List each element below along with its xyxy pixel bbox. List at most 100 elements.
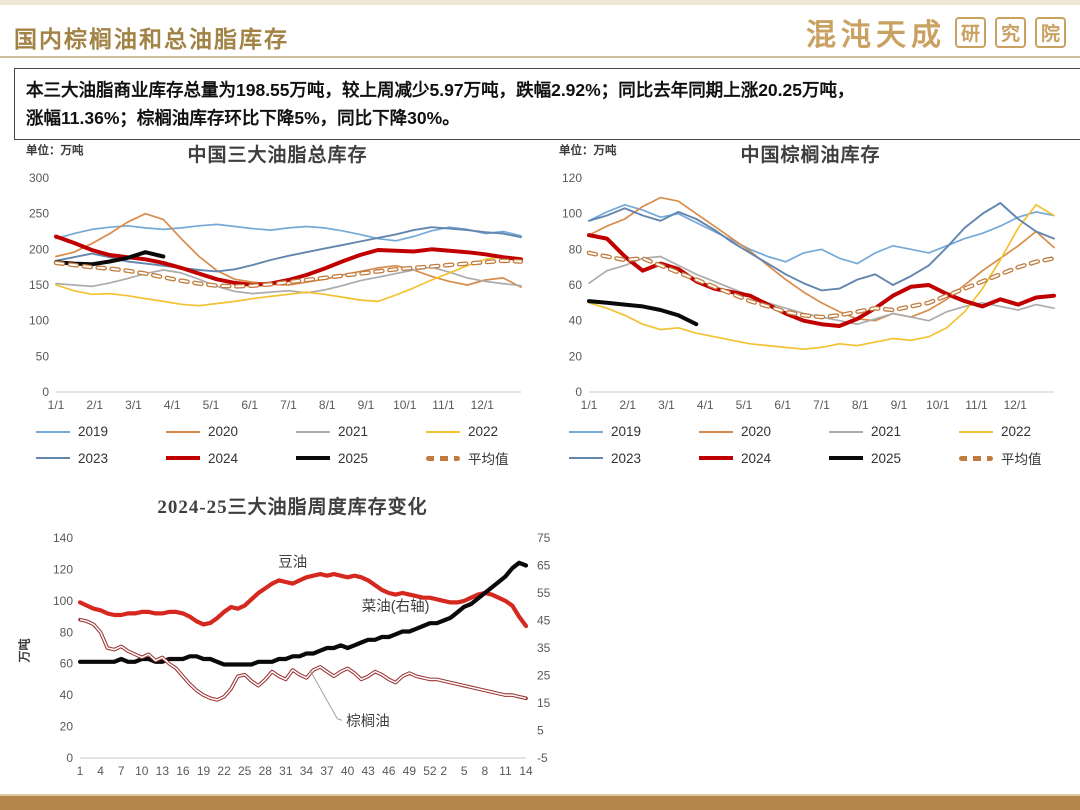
x-tick-label: 2/1 [619, 398, 636, 412]
chart-title-palm-oil: 中国棕榈油库存 [740, 145, 881, 166]
plot-area-total-oils: 0 50 100 150 200 250 300 1/1 2/1 3/1 4/1 5/1 6/1 7/1 8… [20, 166, 535, 423]
x-tick-label: 22 [217, 764, 231, 778]
legend-label: 2023 [611, 450, 642, 466]
y2-tick-label: 55 [537, 586, 551, 600]
x-tick-label: 8 [481, 764, 488, 778]
axis-unit-label: 单位：万吨 [559, 145, 617, 157]
x-tick-label: 13 [156, 764, 170, 778]
x-tick-label: 25 [238, 764, 252, 778]
y-tick-label: 60 [60, 657, 74, 671]
series-2023 [55, 226, 522, 273]
legend-item-2024: 2024 [166, 448, 284, 468]
logo: 混沌天成 研 究 院 [806, 10, 1066, 54]
series-2025 [587, 299, 699, 327]
page-title: 国内棕榈油和总油脂库存 [14, 27, 289, 52]
annotation-label: 菜油(右轴) [362, 598, 430, 615]
legend-swatch-2024 [166, 456, 200, 460]
chart-total-oils: 单位：万吨 中国三大油脂总库存 0 50 100 150 200 250 300 1/1 2/1… [20, 140, 535, 480]
y-tick-label: 0 [42, 385, 49, 399]
legend-swatch-2021 [829, 430, 863, 433]
x-tick-label: 7/1 [813, 398, 830, 412]
legend-swatch-2025 [829, 456, 863, 460]
x-tick-label: 3/1 [125, 398, 142, 412]
legend-swatch-2020 [699, 430, 733, 433]
legend-label: 2022 [468, 424, 499, 439]
chart-title-weekly-change: 2024-25三大油脂周度库存变化 [157, 497, 428, 518]
chart-palm-oil: 单位：万吨 中国棕榈油库存 0 20 40 60 80 100 120 1/1 2/1 3/1 4/… [553, 140, 1068, 480]
x-tick-label: 2 [440, 764, 447, 778]
series-平均值 [53, 258, 524, 289]
x-tick-label: 49 [403, 764, 417, 778]
x-tick-label: 12/1 [471, 398, 495, 412]
legend-swatch-平均值 [959, 455, 993, 461]
logo-text: 混沌天成 [806, 19, 946, 52]
legend-label: 平均值 [468, 452, 509, 467]
legend-swatch-2020 [166, 430, 200, 433]
legend-palm-oil: 2019 2020 2021 2022 2023 2024 2025 平均值 [569, 424, 1063, 468]
x-tick-label: 11/1 [432, 398, 455, 412]
legend-item-2022: 2022 [426, 424, 544, 439]
series-豆油 [77, 572, 529, 629]
series-平均值-inner [588, 251, 1055, 319]
x-tick-label: 34 [300, 764, 314, 778]
y-tick-label: 20 [569, 349, 583, 363]
y2-tick-label: 35 [537, 641, 551, 655]
legend-label: 2021 [338, 424, 369, 439]
x-tick-label: 8/1 [852, 398, 869, 412]
y-tick-label: 40 [60, 688, 74, 702]
x-tick-label: 46 [382, 764, 396, 778]
x-tick-label: 4/1 [697, 398, 714, 412]
annotation-label: 豆油 [278, 554, 307, 571]
x-tick-label: 52 [423, 764, 437, 778]
annotation-leader-line [309, 669, 343, 721]
series-2020 [55, 212, 522, 288]
header-rule [0, 56, 1080, 58]
series-2024 [587, 233, 1056, 328]
summary-line-2: 涨幅11.36%；棕榈油库存环比下降5%，同比下降30%。 [26, 108, 460, 128]
legend-item-2022: 2022 [959, 424, 1077, 439]
y-tick-label: 0 [575, 385, 582, 399]
legend-swatch-平均值 [426, 455, 460, 461]
x-tick-label: 31 [279, 764, 293, 778]
series-2023 [588, 202, 1055, 292]
series-2022 [55, 255, 522, 307]
x-tick-label: 10 [135, 764, 149, 778]
logo-seal-char: 研 [955, 16, 986, 48]
x-tick-label: 14 [519, 764, 533, 778]
x-tick-label: 10/1 [926, 398, 950, 412]
y-tick-label: 40 [569, 314, 583, 328]
x-tick-label: 16 [176, 764, 190, 778]
y2-tick-label: -5 [537, 751, 548, 765]
legend-item-2019: 2019 [36, 424, 154, 439]
x-tick-label: 4/1 [164, 398, 181, 412]
x-tick-label: 2/1 [86, 398, 103, 412]
annotation-label: 棕榈油 [346, 713, 390, 730]
y2-tick-label: 15 [537, 696, 551, 710]
legend-item-2025: 2025 [829, 448, 947, 468]
plot-total-oils: 0 50 100 150 200 250 300 1/1 2/1 3/1 4/1 5/1 6/1 7/1 8… [29, 171, 524, 412]
y2-tick-label: 45 [537, 614, 551, 628]
y-tick-label: 100 [53, 594, 73, 608]
x-tick-label: 3/1 [658, 398, 675, 412]
legend-label: 2020 [741, 424, 772, 439]
y-tick-label: 120 [562, 171, 582, 185]
legend-item-平均值: 平均值 [959, 448, 1077, 468]
x-tick-label: 5 [461, 764, 468, 778]
legend-label: 2024 [741, 450, 772, 466]
legend-swatch-2021 [296, 430, 330, 433]
legend-item-2024: 2024 [699, 448, 817, 468]
x-tick-label: 11/1 [965, 398, 988, 412]
x-tick-label: 7 [118, 764, 125, 778]
series-棕榈油-inner [79, 618, 527, 701]
legend-swatch-2019 [569, 430, 603, 433]
series-2022 [588, 203, 1055, 351]
legend-label: 2024 [208, 450, 239, 466]
x-tick-label: 37 [320, 764, 334, 778]
y-tick-label: 120 [53, 562, 73, 576]
bottom-bar [0, 794, 1080, 810]
x-tick-label: 1/1 [48, 398, 65, 412]
y2-tick-label: 25 [537, 669, 551, 683]
logo-seal-char: 究 [995, 16, 1026, 48]
legend-swatch-2023 [36, 457, 70, 459]
